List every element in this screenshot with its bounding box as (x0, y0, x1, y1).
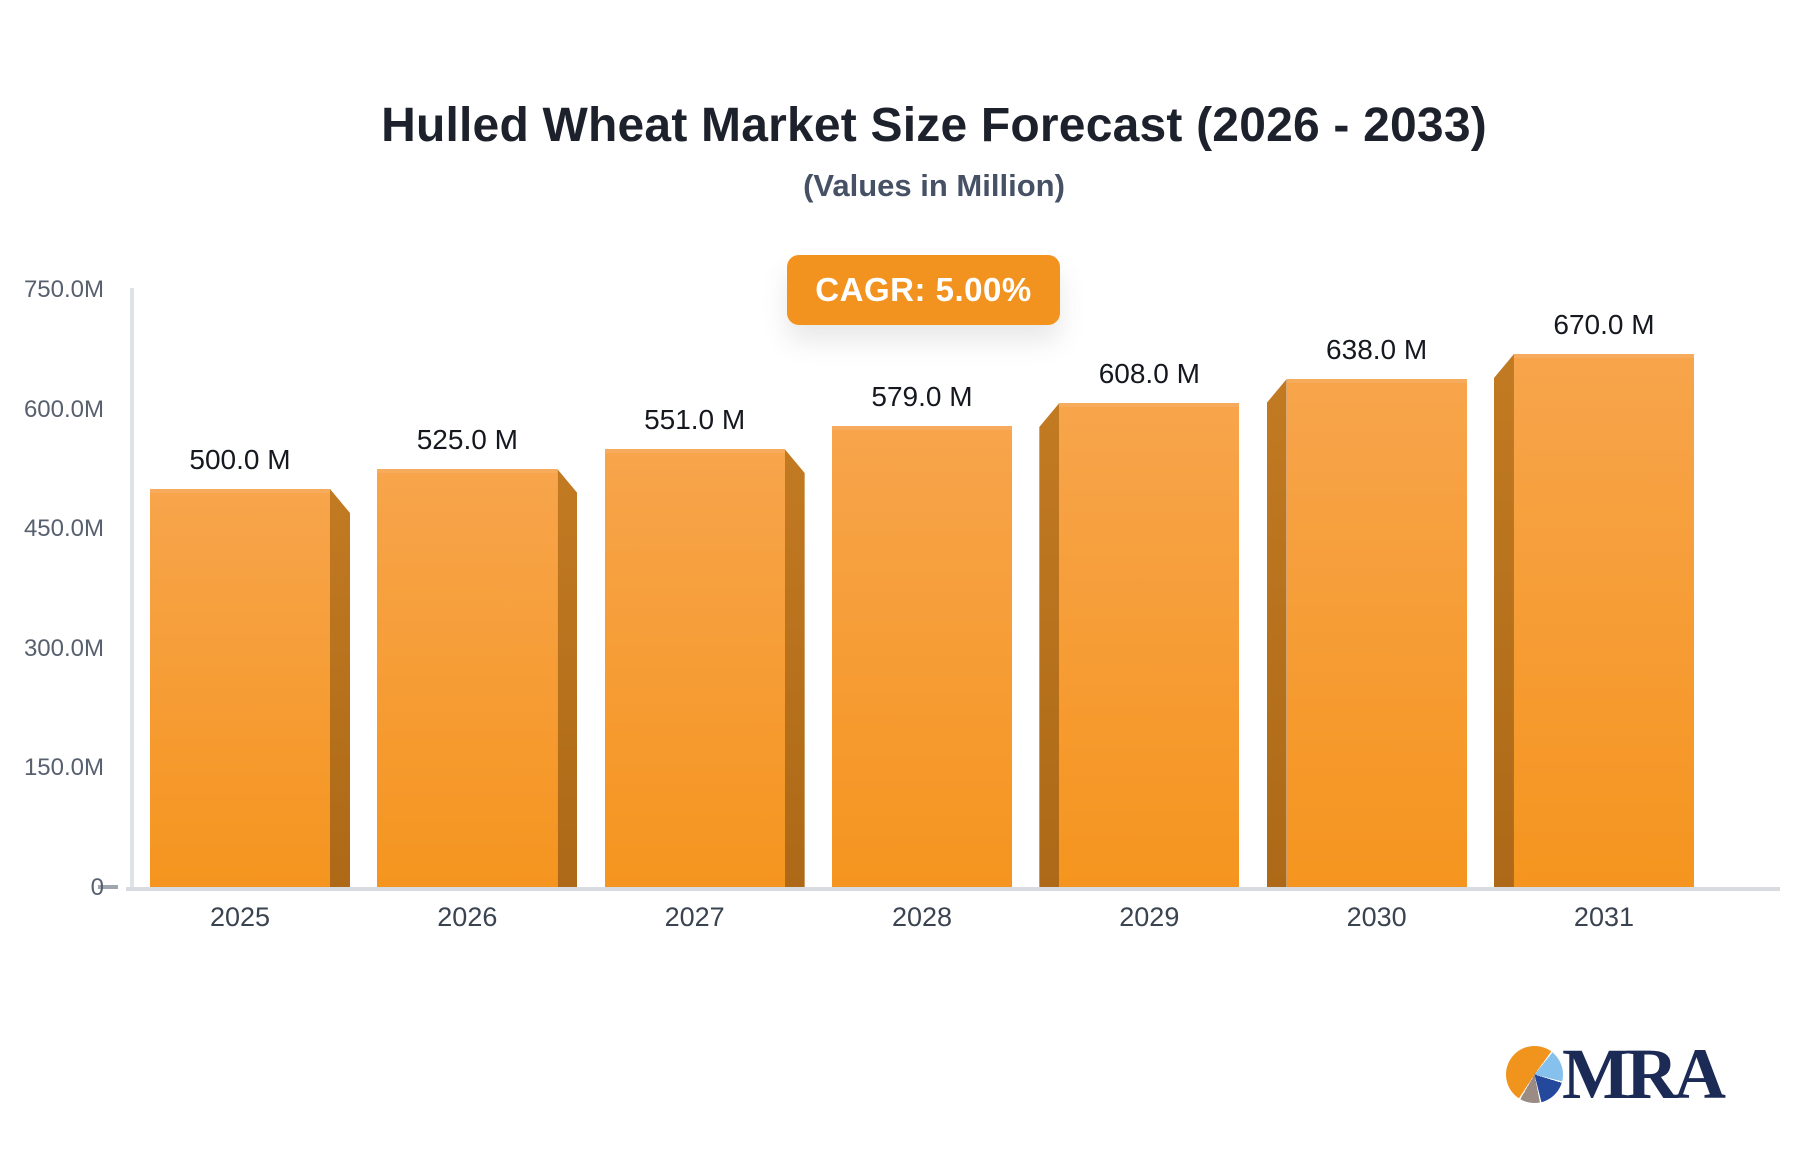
bar-2025 (150, 489, 330, 888)
page-title: Hulled Wheat Market Size Forecast (2026 … (381, 99, 1487, 152)
x-axis-label-2031: 2031 (1573, 902, 1634, 932)
x-axis-label-2030: 2030 (1346, 902, 1407, 932)
bar-value-label-2029: 608.0 M (1098, 358, 1200, 389)
zero-tick-mark (98, 885, 118, 889)
bar-2029 (1059, 403, 1240, 888)
x-axis-baseline (126, 887, 1780, 891)
y-axis-tick-label-750: 750.0M (23, 276, 104, 303)
bar-2026 (377, 469, 558, 888)
bar-value-label-2027: 551.0 M (644, 404, 746, 435)
y-axis-tick-label-0: 0 (90, 874, 104, 901)
bar-2031 (1513, 354, 1694, 888)
pie-chart-icon (1506, 1045, 1563, 1103)
x-axis-label-2027: 2027 (664, 902, 725, 932)
y-axis-tick-label-150: 150.0M (23, 754, 104, 782)
bar-side-2027 (784, 449, 805, 888)
y-axis-tick-label-450: 450.0M (23, 515, 104, 543)
bar-value-label-2025: 500.0 M (189, 444, 291, 475)
bar-side-2025 (330, 489, 350, 888)
bar-2028 (831, 426, 1012, 888)
x-axis-label-2029: 2029 (1119, 902, 1180, 932)
bar-side-2029 (1039, 403, 1060, 888)
bar-2027 (604, 449, 785, 888)
x-axis-label-2028: 2028 (891, 902, 953, 932)
chart-header: Hulled Wheat Market Size Forecast (2026 … (134, 99, 1734, 203)
page-subtitle: (Values in Million) (803, 167, 1065, 203)
logo-text: MRA (1562, 1034, 1726, 1114)
x-axis-label-2025: 2025 (209, 902, 271, 932)
bar-side-2031 (1493, 354, 1514, 888)
mra-logo: MRA (1506, 1034, 1726, 1114)
y-axis-tick-label-300: 300.0M (23, 634, 104, 662)
bar-2030 (1286, 379, 1467, 888)
bar-value-label-2028: 579.0 M (871, 381, 973, 412)
y-axis-line (130, 288, 134, 890)
bar-value-label-2030: 638.0 M (1326, 334, 1428, 365)
x-axis-label-2026: 2026 (437, 902, 498, 932)
y-axis-tick-label-600: 600.0M (23, 395, 104, 423)
cagr-badge: CAGR: 5.00% (787, 255, 1060, 325)
bar-side-2030 (1266, 379, 1287, 888)
bar-value-label-2031: 670.0 M (1553, 309, 1655, 340)
bar-side-2026 (557, 469, 578, 888)
bar-value-label-2026: 525.0 M (416, 424, 518, 455)
